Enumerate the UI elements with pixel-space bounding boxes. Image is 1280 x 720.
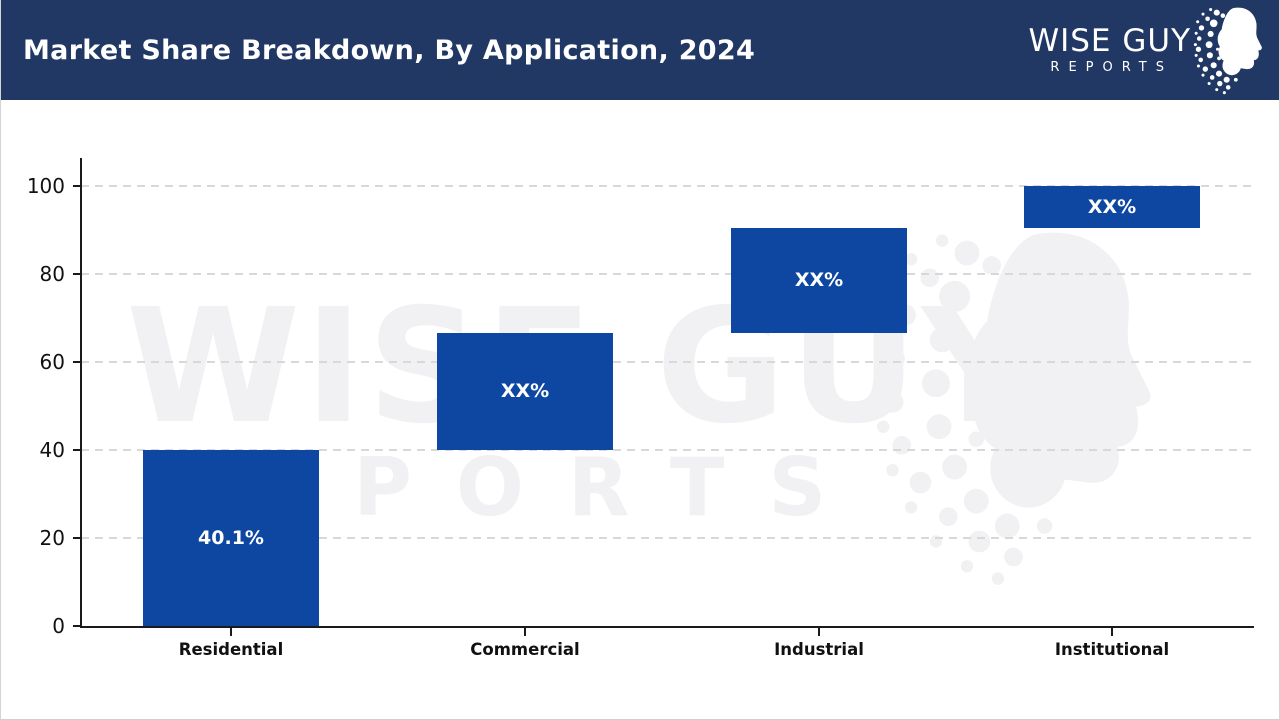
y-gridline [81, 185, 1254, 187]
bar-value-label: XX% [794, 269, 844, 292]
bar-residential: 40.1% [143, 449, 319, 626]
x-tick [1111, 628, 1113, 636]
y-tick-label: 80 [39, 262, 65, 286]
y-tick [73, 537, 81, 539]
watermark-dotted-head-icon [873, 232, 1151, 585]
y-tick-label: 60 [39, 350, 65, 374]
logo-subtitle: REPORTS [1050, 59, 1174, 75]
x-tick [524, 628, 526, 636]
page-title: Market Share Breakdown, By Application, … [23, 34, 756, 66]
y-tick [73, 625, 81, 627]
x-tick [230, 628, 232, 636]
x-axis-label: Residential [178, 640, 284, 659]
dotted-head-logo-icon [1193, 7, 1262, 95]
x-axis-label: Industrial [774, 640, 864, 659]
x-tick [818, 628, 820, 636]
y-tick [73, 361, 81, 363]
bar-industrial: XX% [731, 227, 907, 333]
bar-value-label: XX% [500, 380, 550, 403]
y-gridline [81, 537, 1254, 539]
y-gridline [81, 449, 1254, 451]
y-tick [73, 449, 81, 451]
y-tick [73, 273, 81, 275]
y-tick-label: 40 [39, 438, 65, 462]
chart-area: WISE GUY REPORTS 0 20 40 60 80 100 40.1% XX% XX%… [1, 100, 1279, 719]
y-gridline [81, 361, 1254, 363]
x-axis-label: Institutional [1054, 640, 1170, 659]
y-tick [73, 185, 81, 187]
logo-wordmark: WISE GUY [1028, 23, 1191, 60]
y-tick-label: 20 [39, 526, 65, 550]
bar-value-label: 40.1% [198, 526, 264, 549]
wise-guy-logo-text: WISE GUY REPORTS [1028, 25, 1191, 75]
wise-guy-logo: WISE GUY REPORTS [1028, 4, 1271, 96]
y-tick-label: 0 [52, 614, 65, 638]
bar-commercial: XX% [437, 332, 613, 450]
bar-institutional: XX% [1024, 186, 1200, 228]
x-axis-label: Commercial [470, 640, 580, 659]
x-axis-line [80, 626, 1254, 628]
y-axis-line [80, 158, 82, 628]
y-gridline [81, 273, 1254, 275]
bar-value-label: XX% [1087, 195, 1137, 218]
header-bar: Market Share Breakdown, By Application, … [1, 0, 1279, 100]
y-tick-label: 100 [26, 174, 65, 198]
